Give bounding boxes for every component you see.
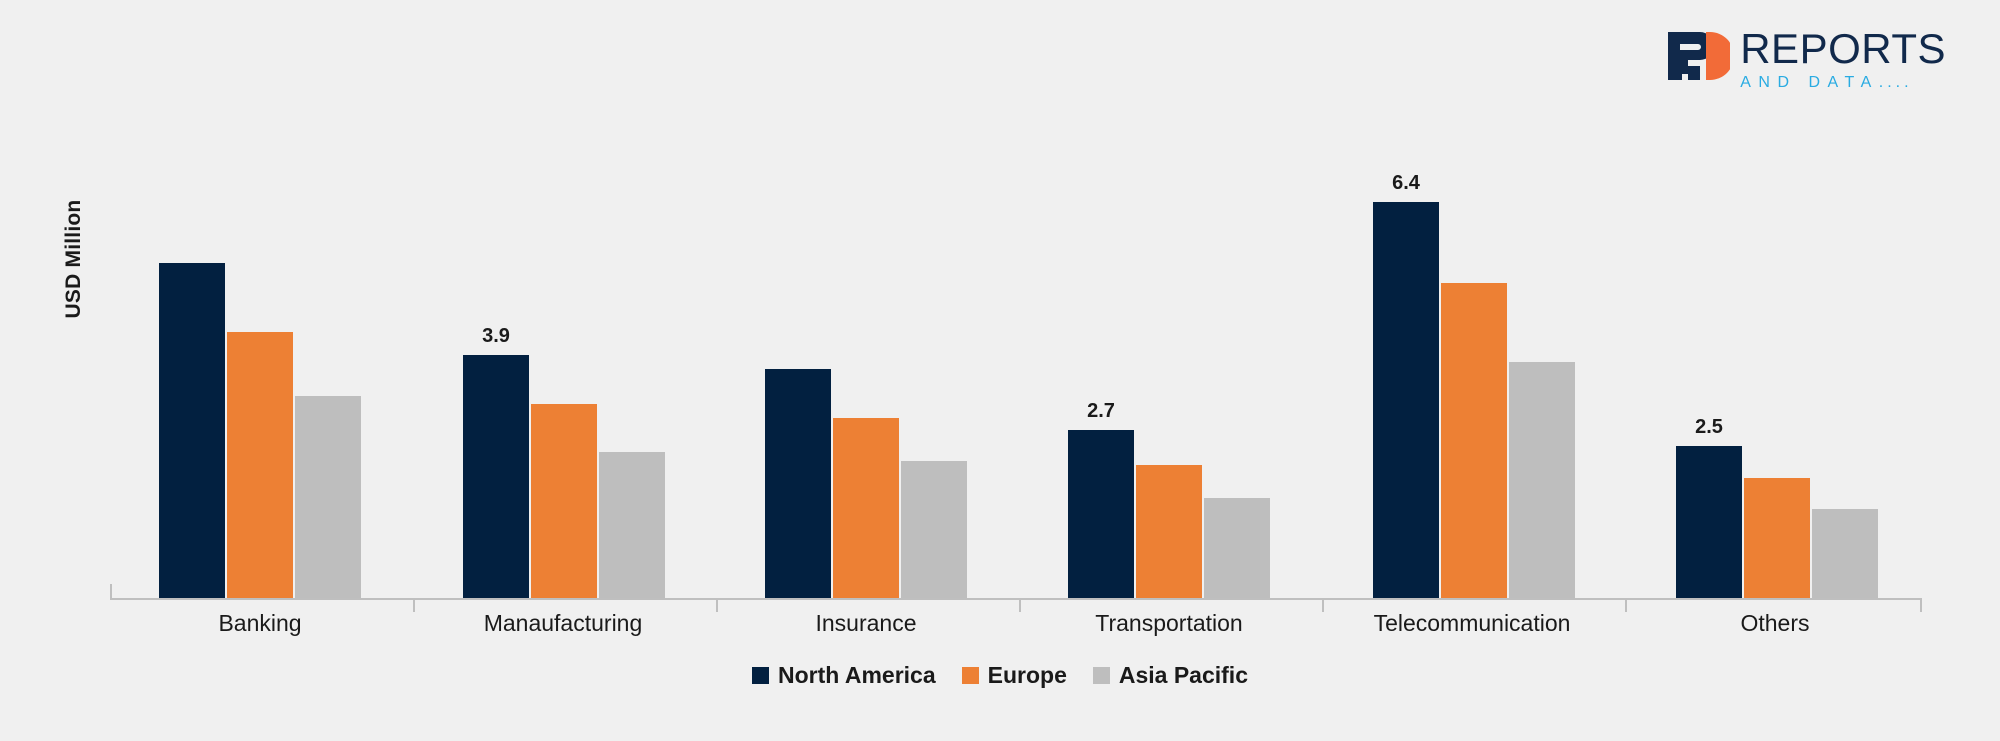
axis-tick-1 xyxy=(413,598,415,612)
logo-primary-text: REPORTS xyxy=(1740,25,1946,72)
axis-tick-end xyxy=(1920,598,1922,612)
logo-secondary-label: AND DATA xyxy=(1740,74,1879,91)
x-axis-label-manaufacturing: Manaufacturing xyxy=(483,610,643,636)
legend-label-asia-pacific: Asia Pacific xyxy=(1118,662,1248,688)
axis-tick-5 xyxy=(1625,598,1627,612)
x-axis-line xyxy=(110,598,1922,600)
legend-swatch-icon-north-america xyxy=(751,667,769,684)
x-axis-label-transportation: Transportation xyxy=(1095,610,1243,636)
bar-banking-europe[interactable] xyxy=(227,332,293,598)
axis-tick-4 xyxy=(1322,598,1324,612)
logo-secondary-text: AND DATA.... xyxy=(1740,75,1946,91)
logo-dots: .... xyxy=(1878,74,1913,91)
x-axis-label-telecommunication: Telecommunication xyxy=(1373,610,1571,636)
plot-area: 3.9 2.7 6.4 2.5 xyxy=(110,120,1922,598)
legend-label-north-america: North America xyxy=(777,662,936,688)
axis-tick-start xyxy=(110,584,112,598)
legend-label-europe: Europe xyxy=(987,662,1067,688)
legend-item-europe[interactable]: Europe xyxy=(961,662,1067,689)
bar-telecommunication-north-america[interactable] xyxy=(1373,202,1439,598)
reports-and-data-mark-icon xyxy=(1666,28,1731,84)
bar-manaufacturing-asia-pacific[interactable] xyxy=(599,452,665,598)
axis-tick-2 xyxy=(716,598,718,612)
brand-logo[interactable]: REPORTS AND DATA.... xyxy=(1666,28,1946,91)
legend-item-north-america[interactable]: North America xyxy=(751,662,936,689)
bar-others-asia-pacific[interactable] xyxy=(1812,509,1878,598)
legend-swatch-icon-europe xyxy=(961,667,979,684)
bar-transportation-north-america[interactable] xyxy=(1068,430,1134,598)
bar-insurance-north-america[interactable] xyxy=(765,369,831,598)
bar-telecommunication-europe[interactable] xyxy=(1441,283,1507,598)
y-axis-title: USD Million xyxy=(62,199,85,319)
bar-transportation-europe[interactable] xyxy=(1136,465,1202,598)
bar-others-europe[interactable] xyxy=(1744,478,1810,598)
bar-manaufacturing-north-america[interactable] xyxy=(463,355,529,598)
bar-insurance-asia-pacific[interactable] xyxy=(901,461,967,598)
value-label-others: 2.5 xyxy=(1695,416,1723,438)
chart-legend: North America Europe Asia Pacific xyxy=(0,662,2000,689)
axis-tick-3 xyxy=(1019,598,1021,612)
bar-insurance-europe[interactable] xyxy=(833,418,899,598)
bar-others-north-america[interactable] xyxy=(1676,446,1742,598)
x-axis-label-insurance: Insurance xyxy=(815,610,917,636)
bar-transportation-asia-pacific[interactable] xyxy=(1204,498,1270,598)
legend-item-asia-pacific[interactable]: Asia Pacific xyxy=(1092,662,1248,689)
value-label-manaufacturing: 3.9 xyxy=(482,325,510,347)
x-axis-label-banking: Banking xyxy=(218,610,302,636)
logo-wordmark: REPORTS AND DATA.... xyxy=(1740,28,1946,91)
value-label-telecommunication: 6.4 xyxy=(1392,172,1420,194)
value-label-transportation: 2.7 xyxy=(1087,400,1115,422)
bar-manaufacturing-europe[interactable] xyxy=(531,404,597,598)
bar-banking-north-america[interactable] xyxy=(159,263,225,598)
bar-telecommunication-asia-pacific[interactable] xyxy=(1509,362,1575,598)
bar-banking-asia-pacific[interactable] xyxy=(295,396,361,598)
legend-swatch-icon-asia-pacific xyxy=(1092,667,1110,684)
x-axis-label-others: Others xyxy=(1740,610,1810,636)
